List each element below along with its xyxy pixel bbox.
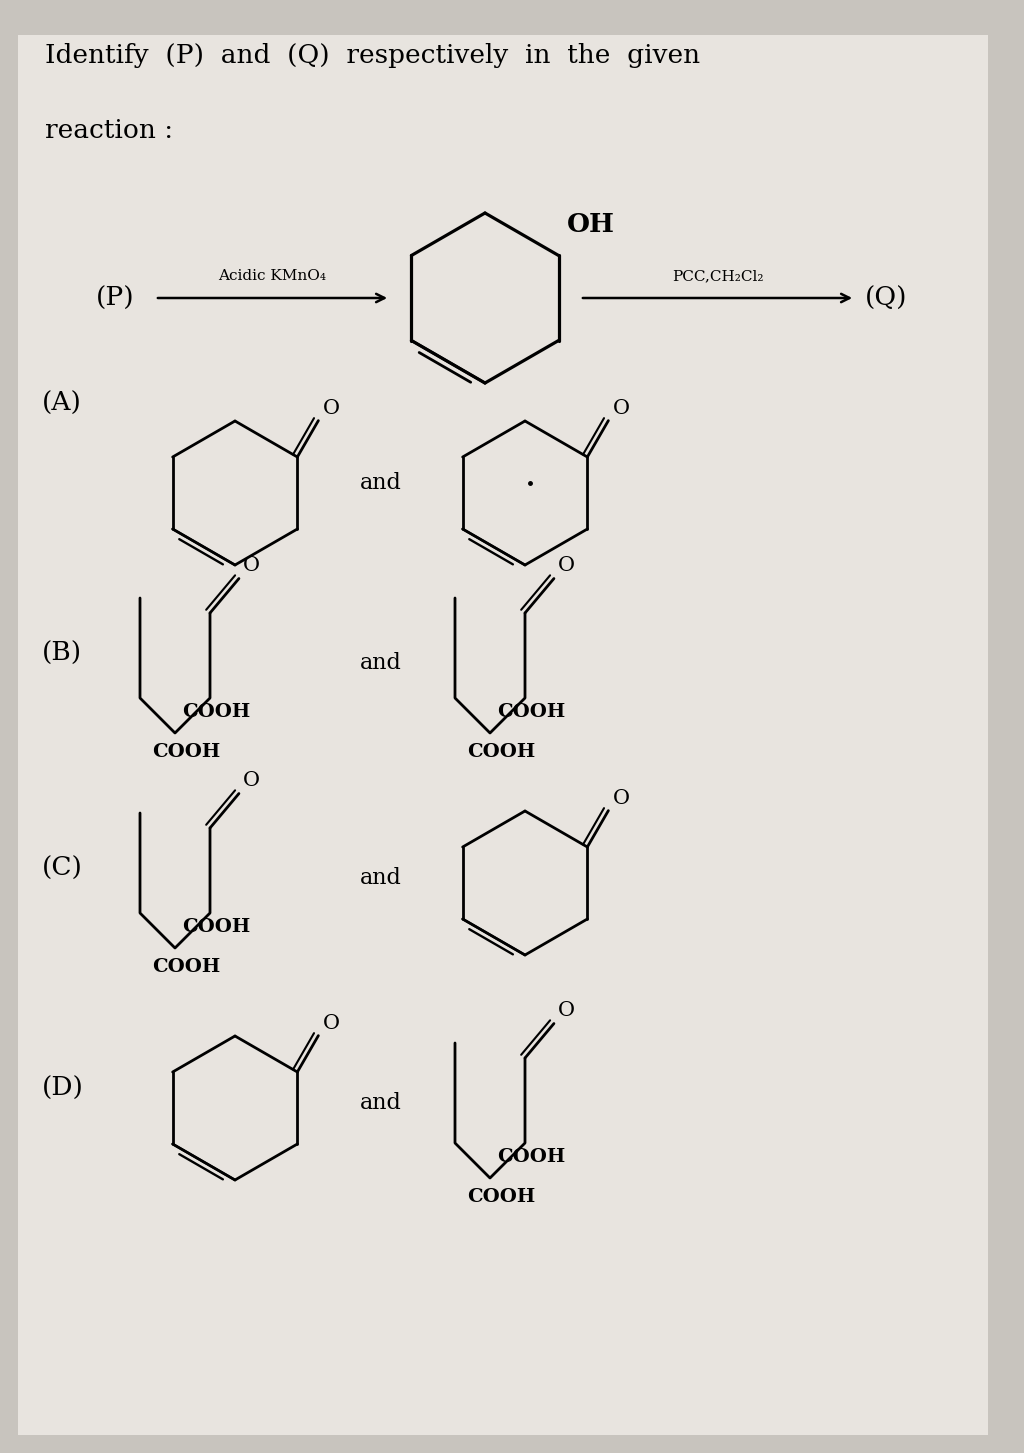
Text: and: and xyxy=(360,1093,401,1114)
Text: and: and xyxy=(360,652,401,674)
Text: reaction :: reaction : xyxy=(45,118,173,142)
Text: Acidic KMnO₄: Acidic KMnO₄ xyxy=(218,269,327,283)
Text: O: O xyxy=(243,770,260,789)
Text: (P): (P) xyxy=(96,285,135,311)
Text: COOH: COOH xyxy=(182,918,250,936)
Text: COOH: COOH xyxy=(497,703,565,721)
Text: COOH: COOH xyxy=(467,1189,536,1206)
Text: COOH: COOH xyxy=(152,958,220,976)
Text: O: O xyxy=(613,789,631,808)
Text: COOH: COOH xyxy=(182,703,250,721)
Text: OH: OH xyxy=(566,212,614,237)
Text: (A): (A) xyxy=(42,391,82,416)
Text: Identify  (P)  and  (Q)  respectively  in  the  given: Identify (P) and (Q) respectively in the… xyxy=(45,44,700,68)
Text: O: O xyxy=(613,398,631,417)
Text: O: O xyxy=(558,1001,574,1020)
Text: COOH: COOH xyxy=(497,1148,565,1165)
Text: and: and xyxy=(360,867,401,889)
Text: (Q): (Q) xyxy=(865,285,907,311)
Text: O: O xyxy=(243,555,260,574)
Text: O: O xyxy=(558,555,574,574)
Text: COOH: COOH xyxy=(467,742,536,761)
Text: (B): (B) xyxy=(42,641,82,665)
FancyBboxPatch shape xyxy=(18,35,988,1436)
Text: O: O xyxy=(324,1014,340,1033)
Text: COOH: COOH xyxy=(152,742,220,761)
Text: and: and xyxy=(360,472,401,494)
Text: O: O xyxy=(324,398,340,417)
Text: (D): (D) xyxy=(42,1075,84,1100)
Text: (C): (C) xyxy=(42,856,83,881)
Text: PCC,CH₂Cl₂: PCC,CH₂Cl₂ xyxy=(672,269,763,283)
